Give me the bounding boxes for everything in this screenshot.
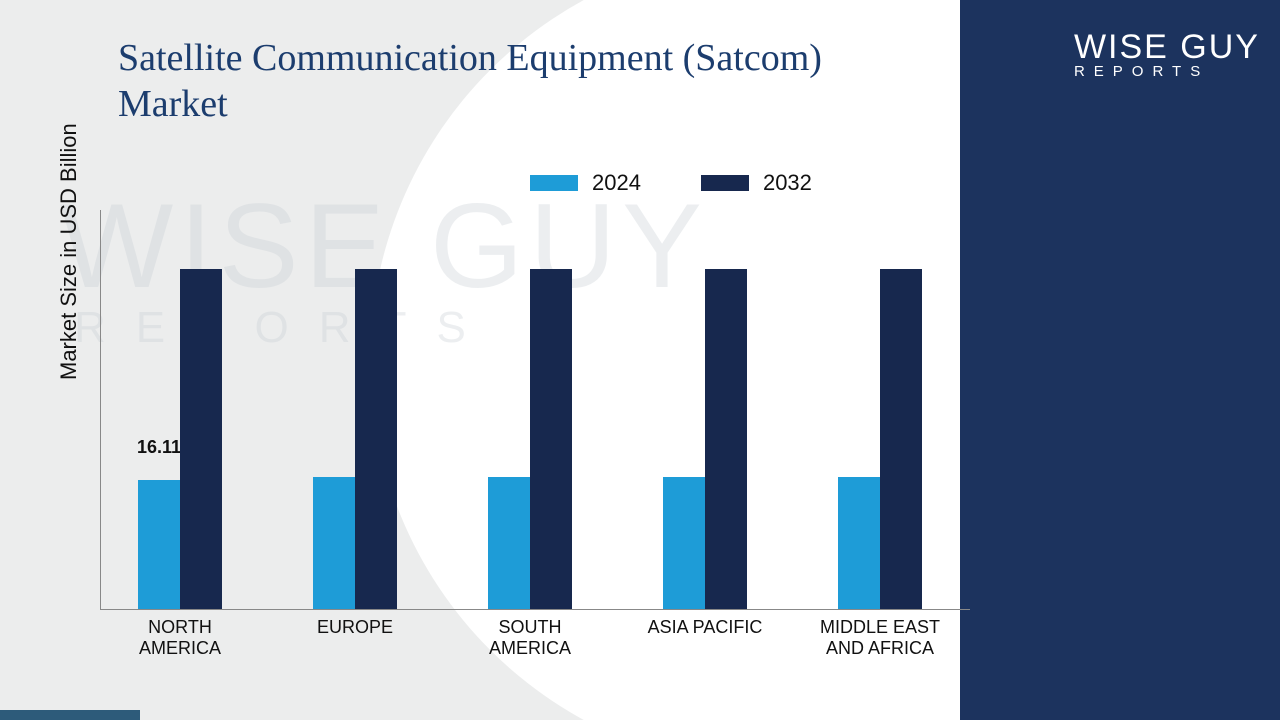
- bar-wrap: 16.11: [130, 249, 230, 609]
- bar-value-label: 16.11: [137, 437, 181, 458]
- bar-2032: [355, 269, 397, 609]
- bar-2024: [138, 480, 180, 609]
- bar-group: EUROPE: [305, 249, 405, 609]
- bar-group: 16.11NORTH AMERICA: [130, 249, 230, 609]
- y-axis-label: Market Size in USD Billion: [56, 123, 82, 380]
- legend-item-2024: 2024: [530, 170, 641, 196]
- bar-wrap: [305, 249, 405, 609]
- page-root: WISE GUY REPORTS WISE GUY REPORTS Satell…: [0, 0, 1280, 720]
- x-axis-category-label: SOUTH AMERICA: [460, 617, 600, 658]
- bar-2032: [705, 269, 747, 609]
- legend-item-2032: 2032: [701, 170, 812, 196]
- legend-swatch-2024: [530, 175, 578, 191]
- bar-wrap: [830, 249, 930, 609]
- legend: 2024 2032: [530, 170, 812, 196]
- bar-group: MIDDLE EAST AND AFRICA: [830, 249, 930, 609]
- bar-2032: [530, 269, 572, 609]
- bar-2024: [838, 477, 880, 609]
- right-brand-panel: [960, 0, 1280, 720]
- legend-swatch-2032: [701, 175, 749, 191]
- x-axis-category-label: ASIA PACIFIC: [635, 617, 775, 638]
- chart-title: Satellite Communication Equipment (Satco…: [118, 36, 878, 127]
- bar-2024: [313, 477, 355, 609]
- legend-label-2032: 2032: [763, 170, 812, 196]
- bar-chart: 16.11NORTH AMERICA EUROPE SOUTH AMERICA ASI…: [100, 210, 970, 610]
- bar-2024: [663, 477, 705, 609]
- x-axis-category-label: MIDDLE EAST AND AFRICA: [810, 617, 950, 658]
- bar-2032: [880, 269, 922, 609]
- x-axis-category-label: NORTH AMERICA: [110, 617, 250, 658]
- brand-logo: WISE GUY REPORTS: [1074, 28, 1260, 80]
- bar-2024: [488, 477, 530, 609]
- legend-label-2024: 2024: [592, 170, 641, 196]
- bar-group: SOUTH AMERICA: [480, 249, 580, 609]
- bar-group: ASIA PACIFIC: [655, 249, 755, 609]
- bar-2032: [180, 269, 222, 609]
- y-axis-line: [100, 210, 101, 610]
- bar-wrap: [655, 249, 755, 609]
- brand-line1: WISE GUY: [1074, 28, 1260, 67]
- x-axis-category-label: EUROPE: [285, 617, 425, 638]
- bottom-accent-bar: [0, 710, 140, 720]
- bar-wrap: [480, 249, 580, 609]
- x-axis-line: [100, 609, 970, 610]
